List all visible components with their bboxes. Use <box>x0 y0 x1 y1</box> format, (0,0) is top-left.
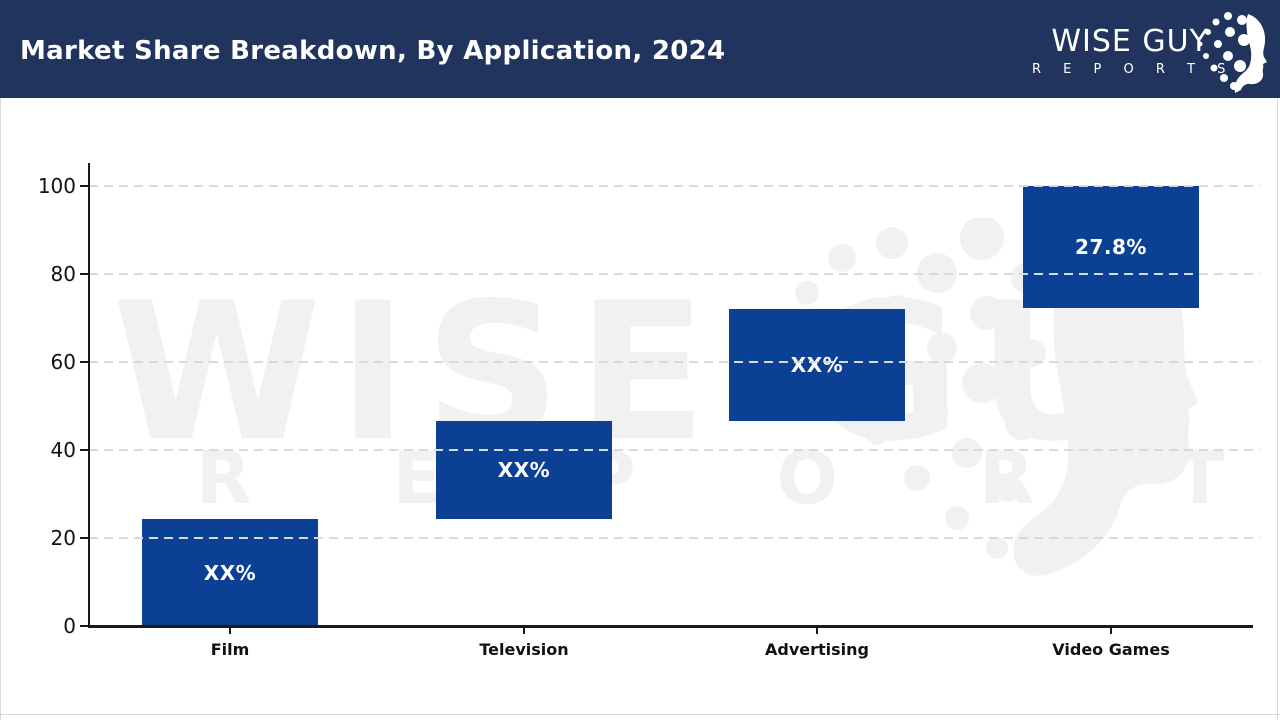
y-tick-20 <box>80 537 89 539</box>
bar-advertising: XX% <box>729 309 905 421</box>
y-axis-spine <box>88 163 90 628</box>
wiseguy-head-icon <box>1197 12 1267 93</box>
y-tick-label-100: 100 <box>37 174 76 198</box>
bar-label-video-games: 27.8% <box>1075 235 1147 259</box>
category-label-television: Television <box>479 640 569 659</box>
y-tick-label-60: 60 <box>50 350 76 374</box>
y-tick-label-40: 40 <box>50 438 76 462</box>
bar-television: XX% <box>436 421 612 519</box>
x-tick-advertising <box>816 628 818 634</box>
header-bar: Market Share Breakdown, By Application, … <box>0 0 1280 98</box>
x-tick-video-games <box>1110 628 1112 634</box>
y-tick-80 <box>80 273 89 275</box>
bar-film: XX% <box>142 519 318 626</box>
gridline-60 <box>89 361 1260 363</box>
x-axis-spine <box>88 625 1253 628</box>
bar-video-games: 27.8% <box>1023 186 1199 308</box>
logo-wordmark: WISE GUY <box>1051 24 1209 59</box>
y-tick-label-80: 80 <box>50 262 76 286</box>
category-label-advertising: Advertising <box>765 640 869 659</box>
gridline-100 <box>89 185 1260 187</box>
gridline-40 <box>89 449 1260 451</box>
bar-label-film: XX% <box>203 560 257 585</box>
category-label-video-games: Video Games <box>1052 640 1170 659</box>
card-border-right <box>1277 98 1278 720</box>
y-tick-100 <box>80 185 89 187</box>
bar-label-television: XX% <box>497 458 551 482</box>
wise-guy-reports-logo: WISE GUY R E P O R T S <box>998 6 1268 94</box>
category-label-film: Film <box>210 640 250 659</box>
card-border-bottom <box>0 714 1280 715</box>
y-tick-label-0: 0 <box>63 614 76 638</box>
logo-subtitle: R E P O R T S <box>1032 62 1235 77</box>
gridline-80 <box>89 273 1260 275</box>
x-tick-film <box>229 628 231 634</box>
y-tick-60 <box>80 361 89 363</box>
bar-label-advertising: XX% <box>790 353 844 377</box>
chart-title: Market Share Breakdown, By Application, … <box>20 36 726 66</box>
y-tick-0 <box>80 625 89 627</box>
x-tick-television <box>523 628 525 634</box>
logo-text: WISE GUY R E P O R T S <box>1026 24 1234 77</box>
y-tick-label-20: 20 <box>50 526 76 550</box>
card-border-left <box>0 98 1 720</box>
gridline-20 <box>89 537 1260 539</box>
y-tick-40 <box>80 449 89 451</box>
